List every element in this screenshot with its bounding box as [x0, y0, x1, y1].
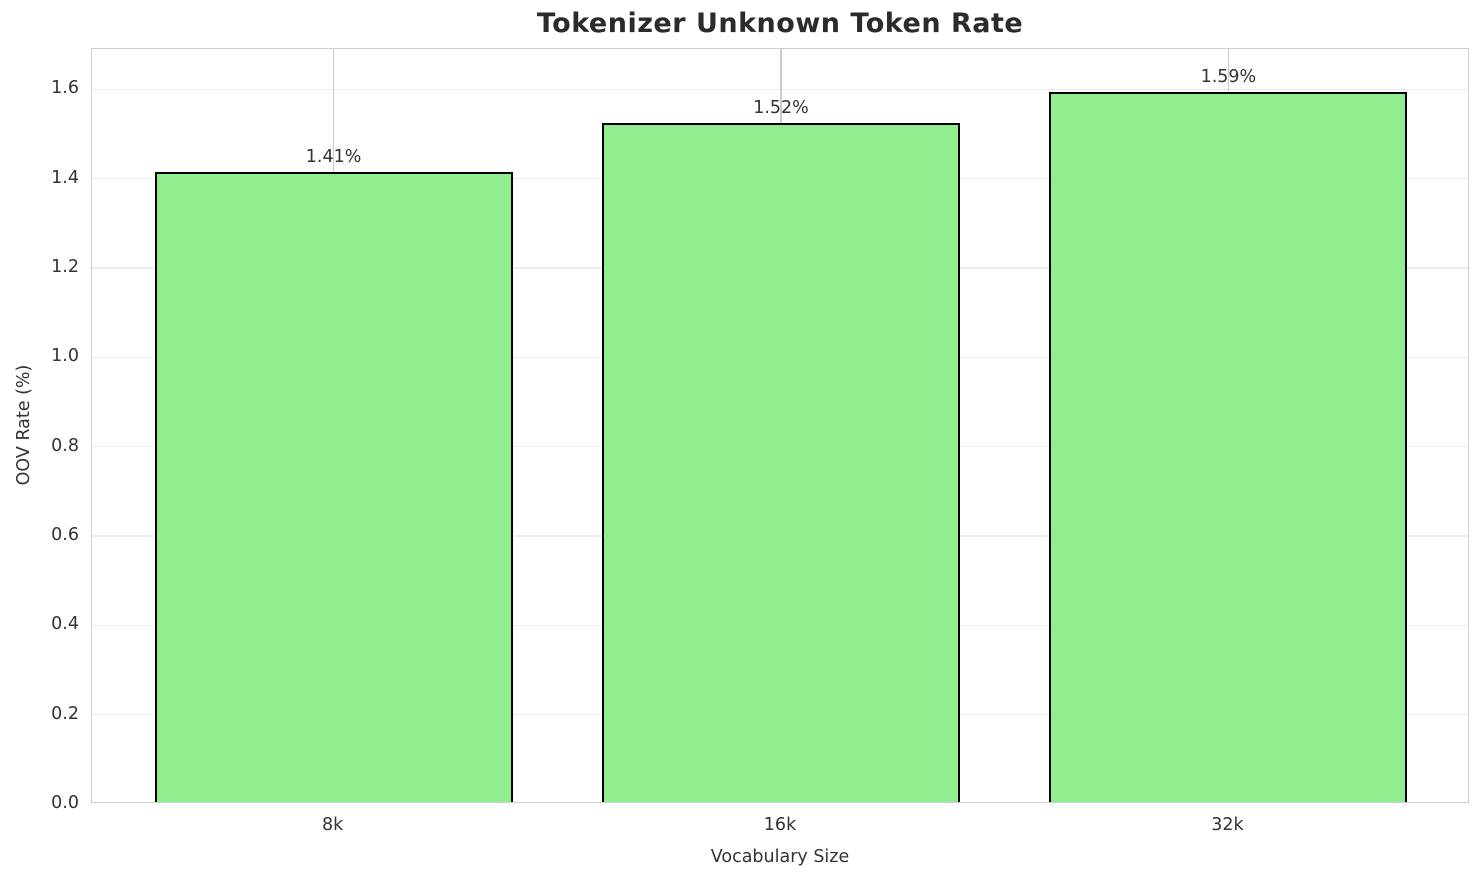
bar-value-label: 1.59%	[1200, 66, 1257, 87]
plot-area: 1.41% 1.52% 1.59%	[91, 48, 1469, 803]
bar-value-label: 1.41%	[305, 147, 362, 168]
bar	[1049, 91, 1408, 802]
y-tick-label: 1.6	[51, 78, 79, 99]
x-tick-label: 32k	[1211, 815, 1244, 835]
y-tick-label: 0.4	[51, 614, 79, 635]
x-tick-label: 8k	[321, 815, 344, 835]
y-tick-label: 1.4	[51, 167, 79, 188]
x-tick-label: 16k	[763, 815, 797, 835]
bar-value-label: 1.52%	[753, 97, 809, 118]
y-tick-label: 1.0	[51, 346, 79, 367]
y-tick-label: 0.0	[51, 793, 79, 813]
y-gridline	[92, 88, 1468, 90]
bar	[602, 122, 960, 802]
x-axis-label: Vocabulary Size	[710, 847, 850, 867]
y-axis-label: OOV Rate (%)	[14, 364, 34, 486]
chart-title: Tokenizer Unknown Token Rate	[536, 8, 1024, 39]
y-tick-label: 0.6	[51, 524, 79, 545]
bar	[154, 172, 513, 802]
y-tick-label: 0.8	[51, 435, 79, 456]
y-tick-label: 1.2	[51, 256, 79, 277]
y-tick-label: 0.2	[51, 703, 79, 724]
